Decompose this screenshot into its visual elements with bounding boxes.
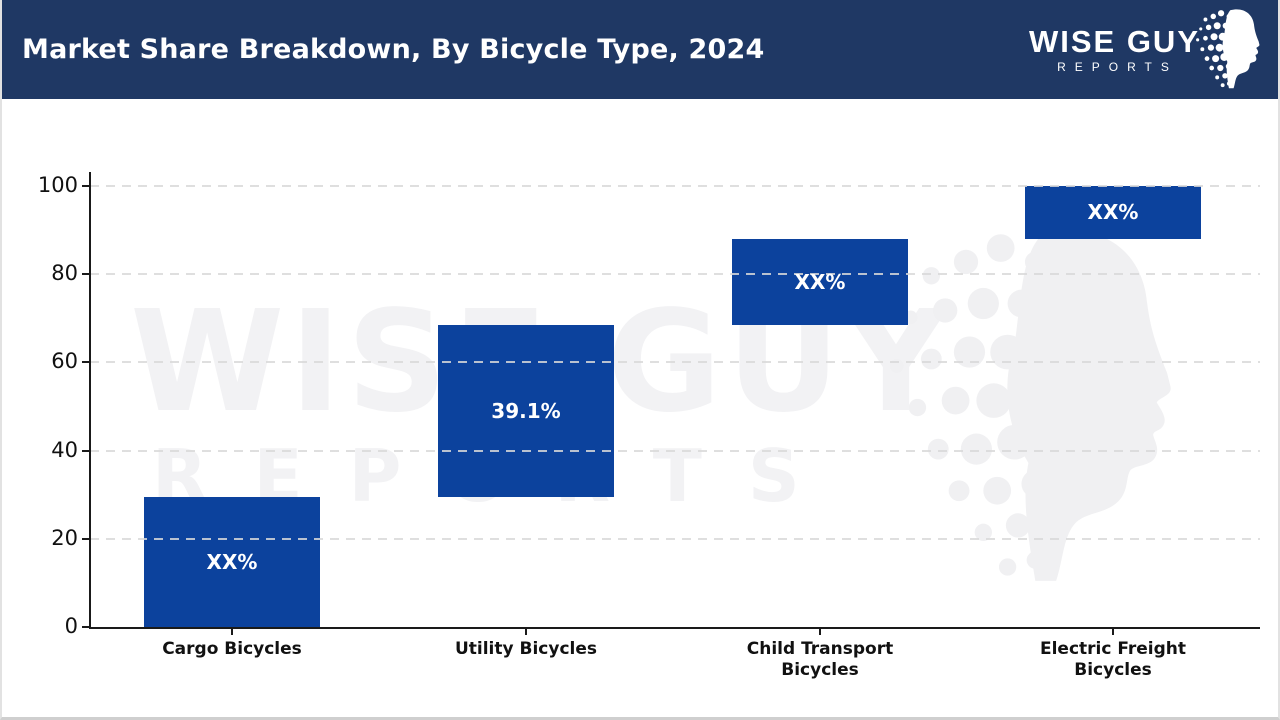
bar-electric-freight-bicycles: [1025, 186, 1201, 239]
bar-value-label: XX%: [206, 550, 258, 575]
y-tick: [82, 185, 90, 187]
gridline: [90, 449, 1260, 452]
x-tick: [1112, 629, 1114, 635]
header: Market Share Breakdown, By Bicycle Type,…: [2, 0, 1278, 99]
bar-child-transport-bicycles: [732, 238, 908, 325]
y-tick: [82, 273, 90, 276]
y-tick: [82, 537, 90, 540]
logo: WISE GUY REPORTS: [1029, 7, 1262, 93]
y-tick-label: 20: [51, 525, 78, 550]
logo-subtitle: REPORTS: [1057, 60, 1178, 74]
gridline: [90, 361, 1260, 364]
bar-cargo-bicycles: [144, 497, 320, 627]
bar-value-label: XX%: [794, 269, 846, 294]
x-category-label: Electric Freight Bicycles: [1039, 639, 1187, 680]
x-tick: [819, 629, 821, 635]
logo-name: WISE GUY: [1028, 24, 1200, 59]
y-axis-line: [89, 172, 91, 629]
y-tick-label: 60: [51, 349, 78, 374]
bar-value-label: XX%: [1087, 200, 1139, 225]
y-tick-label: 100: [37, 173, 78, 197]
x-axis-line: [89, 627, 1260, 629]
gridline: [90, 273, 1260, 276]
x-category-label: Utility Bicycles: [454, 639, 598, 659]
y-tick: [82, 449, 90, 452]
x-tick: [231, 629, 233, 635]
bar-utility-bicycles: [438, 324, 614, 498]
x-tick: [525, 629, 527, 635]
bar-value-label: 39.1%: [491, 399, 561, 424]
y-tick-label: 40: [51, 437, 78, 462]
y-tick-label: 80: [51, 261, 78, 286]
logo-text: WISE GUY REPORTS: [1029, 26, 1200, 73]
y-tick: [82, 626, 90, 628]
gridline: [90, 537, 1260, 540]
x-category-label: Cargo Bicycles: [162, 639, 302, 659]
y-tick-label: 0: [64, 614, 78, 638]
y-tick: [82, 361, 90, 364]
watermark-face-icon: [862, 220, 1174, 602]
page-title: Market Share Breakdown, By Bicycle Type,…: [22, 34, 765, 65]
x-category-label: Child Transport Bicycles: [746, 639, 894, 680]
gridline: [90, 185, 1260, 187]
